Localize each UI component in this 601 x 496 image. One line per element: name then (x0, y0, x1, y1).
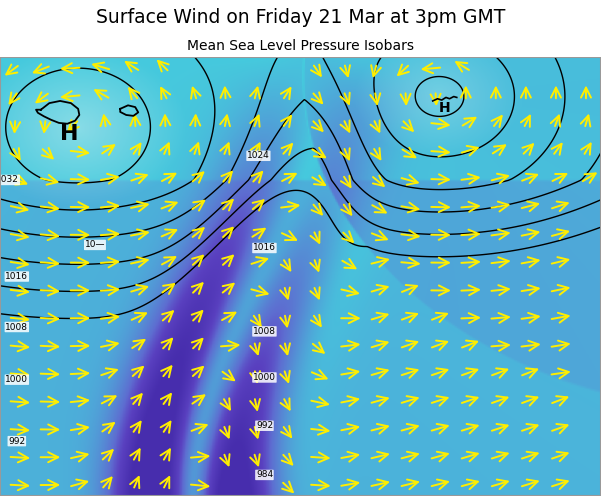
Text: H: H (60, 124, 78, 144)
Text: 992: 992 (256, 421, 273, 430)
Text: 1008: 1008 (253, 327, 276, 336)
Text: 992: 992 (8, 436, 25, 445)
Text: 984: 984 (256, 470, 273, 480)
Text: 1016: 1016 (253, 244, 276, 252)
Text: Surface Wind on Friday 21 Mar at 3pm GMT: Surface Wind on Friday 21 Mar at 3pm GMT (96, 7, 505, 27)
Text: Mean Sea Level Pressure Isobars: Mean Sea Level Pressure Isobars (187, 39, 414, 53)
Text: 1000: 1000 (5, 375, 28, 384)
Text: 1000: 1000 (253, 373, 276, 382)
Text: H: H (439, 101, 451, 115)
Text: 10—: 10— (85, 241, 105, 249)
Text: 1008: 1008 (5, 322, 28, 331)
Text: 1032: 1032 (0, 176, 19, 185)
Text: 1024: 1024 (247, 151, 270, 160)
Text: 1016: 1016 (5, 272, 28, 281)
